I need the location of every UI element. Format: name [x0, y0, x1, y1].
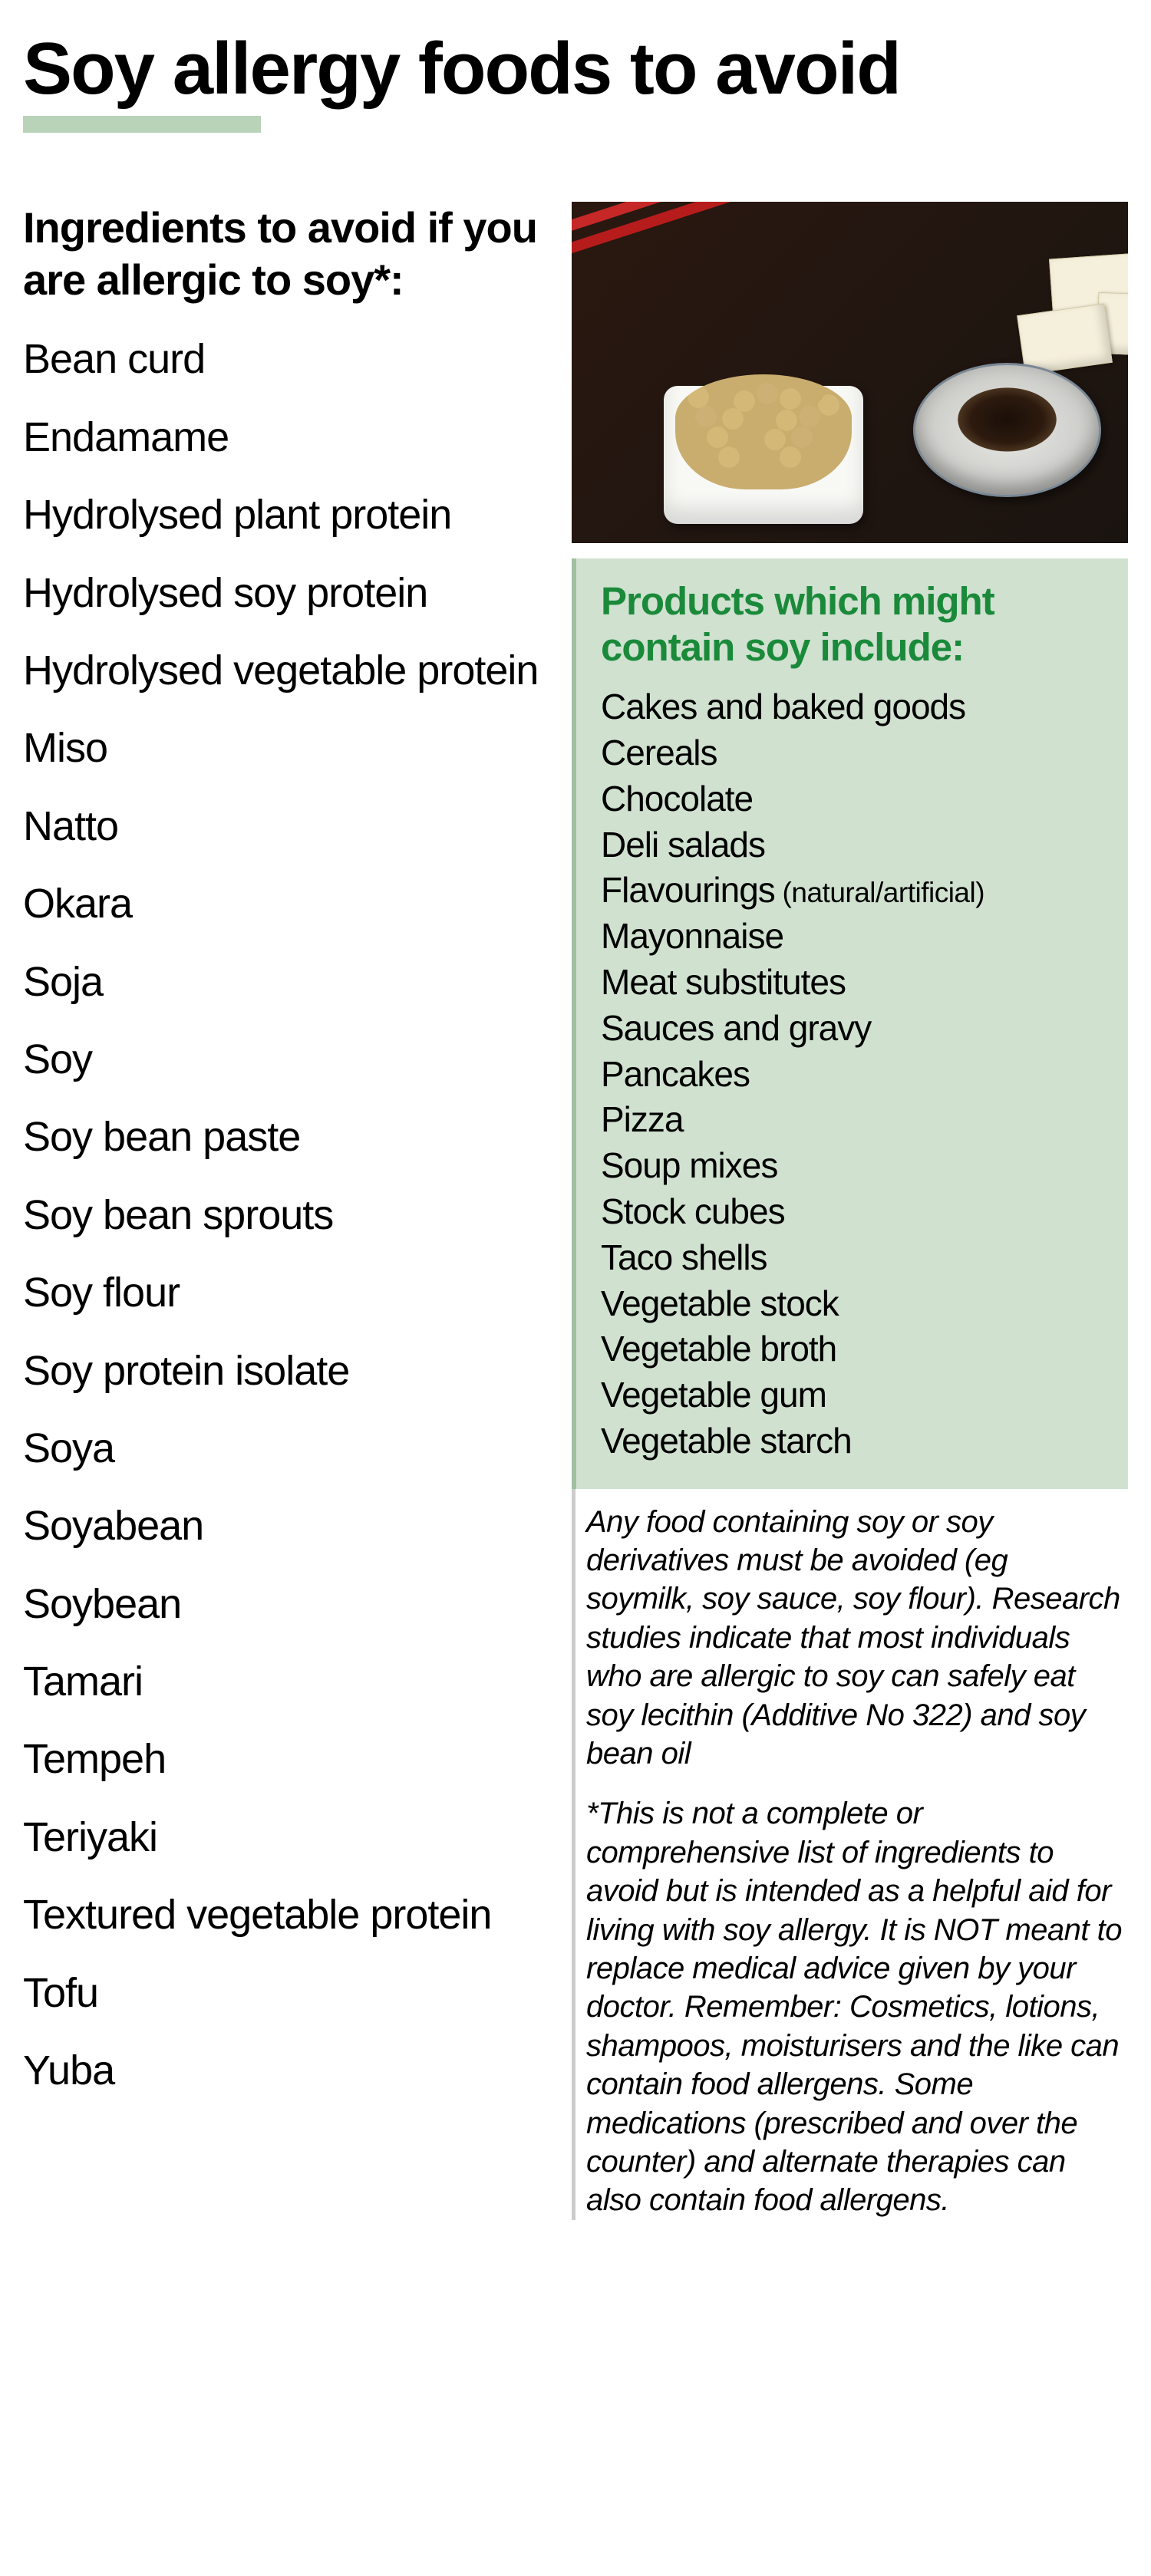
- product-item: Deli salads: [601, 822, 1106, 868]
- product-item: Pizza: [601, 1097, 1106, 1143]
- ingredient-item: Natto: [23, 804, 545, 849]
- products-box: Products which might contain soy include…: [572, 558, 1128, 1489]
- ingredient-item: Tempeh: [23, 1737, 545, 1782]
- ingredient-item: Teriyaki: [23, 1815, 545, 1860]
- soy-sauce-bowl-icon: [913, 363, 1101, 497]
- product-item: Stock cubes: [601, 1189, 1106, 1235]
- ingredient-item: Okara: [23, 881, 545, 927]
- ingredients-list: Bean curd Endamame Hydrolysed plant protei…: [23, 337, 545, 2093]
- product-item: Mayonnaise: [601, 914, 1106, 960]
- product-item: Cakes and baked goods: [601, 684, 1106, 730]
- ingredient-item: Hydrolysed plant protein: [23, 492, 545, 538]
- product-item: Sauces and gravy: [601, 1006, 1106, 1052]
- products-heading: Products which might contain soy include…: [601, 578, 1106, 670]
- flavourings-note: (natural/artificial): [775, 877, 984, 908]
- product-item: Vegetable stock: [601, 1281, 1106, 1327]
- content-columns: Ingredients to avoid if you are allergic…: [23, 202, 1128, 2242]
- ingredient-item: Soy bean sprouts: [23, 1193, 545, 1238]
- soy-foods-photo: [572, 202, 1128, 543]
- ingredient-item: Textured vegetable protein: [23, 1892, 545, 1938]
- page-title: Soy allergy foods to avoid: [23, 31, 1128, 108]
- ingredient-item: Miso: [23, 726, 545, 771]
- product-item: Cereals: [601, 730, 1106, 776]
- ingredient-item: Soy flour: [23, 1270, 545, 1316]
- ingredients-heading: Ingredients to avoid if you are allergic…: [23, 202, 545, 307]
- ingredient-item: Soy protein isolate: [23, 1349, 545, 1394]
- footnote-para-2: *This is not a complete or comprehensive…: [586, 1794, 1122, 2219]
- soybean-bowl-icon: [664, 386, 863, 524]
- ingredient-item: Bean curd: [23, 337, 545, 382]
- ingredient-item: Hydrolysed soy protein: [23, 571, 545, 616]
- ingredient-item: Soybean: [23, 1582, 545, 1627]
- product-item: Chocolate: [601, 776, 1106, 822]
- ingredient-item: Soya: [23, 1426, 545, 1471]
- title-accent-bar: [23, 116, 261, 133]
- products-list: Cakes and baked goodsCerealsChocolateDel…: [601, 684, 1106, 1464]
- product-item: Flavourings (natural/artificial): [601, 868, 1106, 914]
- ingredient-item: Soja: [23, 960, 545, 1005]
- ingredients-column: Ingredients to avoid if you are allergic…: [23, 202, 545, 2242]
- ingredient-item: Tamari: [23, 1659, 545, 1705]
- product-item: Vegetable starch: [601, 1418, 1106, 1464]
- ingredient-item: Soy bean paste: [23, 1115, 545, 1160]
- product-item: Vegetable gum: [601, 1372, 1106, 1418]
- product-item: Pancakes: [601, 1052, 1106, 1098]
- ingredient-item: Yuba: [23, 2048, 545, 2093]
- ingredient-item: Endamame: [23, 415, 545, 460]
- ingredient-item: Soyabean: [23, 1504, 545, 1549]
- product-item: Taco shells: [601, 1235, 1106, 1281]
- footnotes: Any food containing soy or soy derivativ…: [572, 1489, 1128, 2220]
- ingredient-item: Soy: [23, 1037, 545, 1082]
- chopsticks-icon: [572, 202, 909, 236]
- footnote-para-1: Any food containing soy or soy derivativ…: [586, 1503, 1122, 1774]
- product-item: Meat substitutes: [601, 960, 1106, 1006]
- product-item: Vegetable broth: [601, 1326, 1106, 1372]
- ingredient-item: Tofu: [23, 1971, 545, 2016]
- right-column: Products which might contain soy include…: [572, 202, 1128, 2242]
- product-item: Soup mixes: [601, 1143, 1106, 1189]
- ingredient-item: Hydrolysed vegetable protein: [23, 648, 545, 693]
